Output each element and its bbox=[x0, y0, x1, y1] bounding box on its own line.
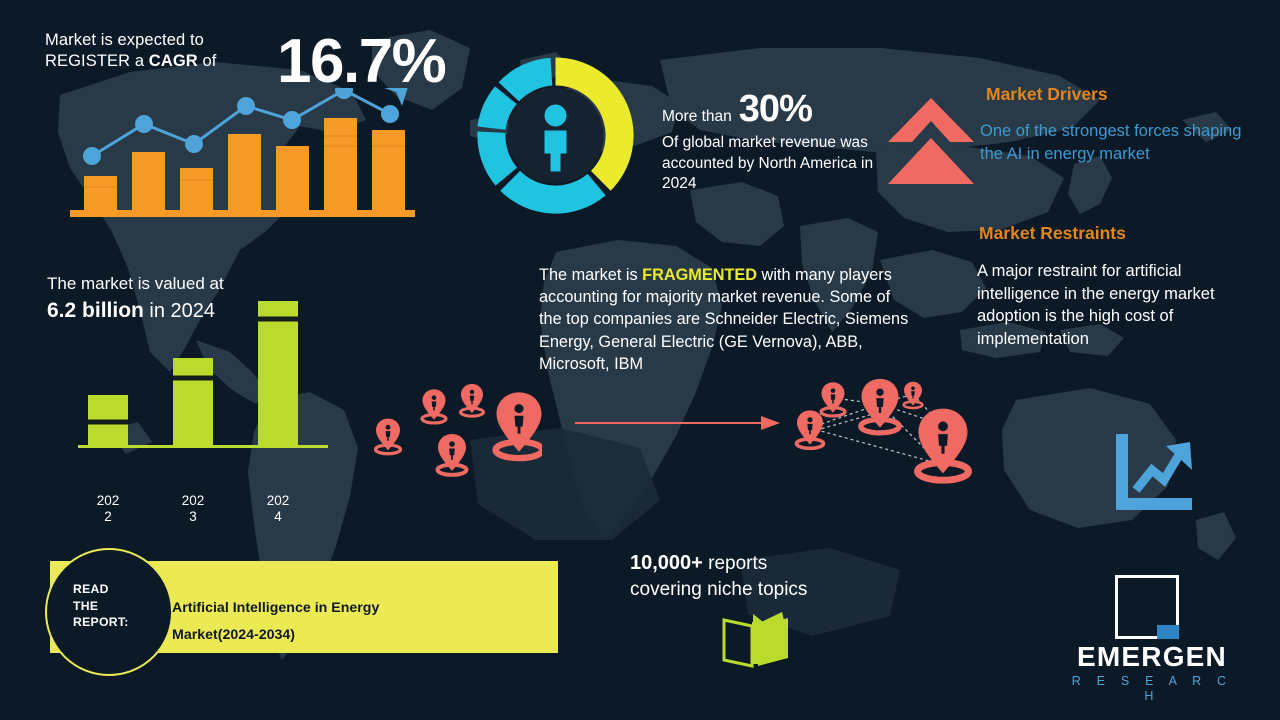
market-restraints-title: Market Restraints bbox=[979, 223, 1126, 243]
market-restraints-body: A major restraint for artificial intelli… bbox=[977, 262, 1215, 349]
donut-chart-with-person bbox=[473, 53, 638, 218]
market-value-block: The market is valued at 6.2 billion in 2… bbox=[47, 272, 347, 324]
bar-line-growth-chart bbox=[70, 74, 415, 218]
cagr-value: 16.7% bbox=[277, 27, 447, 96]
bar-tick-2024-b: 4 bbox=[274, 509, 282, 524]
cagr-line2-bold: CAGR bbox=[148, 52, 198, 70]
report-title: Artificial Intelligence in Energy Market… bbox=[172, 595, 512, 649]
reports-subtext: covering niche topics bbox=[630, 579, 808, 600]
read-report-line2: THE bbox=[73, 598, 99, 613]
read-report-circle[interactable] bbox=[45, 548, 173, 676]
bar-tick-2023-b: 3 bbox=[189, 509, 197, 524]
reports-count: 10,000+ bbox=[630, 552, 703, 574]
fragmented-highlight: FRAGMENTED bbox=[642, 266, 758, 284]
fragmented-post: with many players accounting for majorit… bbox=[539, 266, 909, 373]
emergen-research-logo[interactable]: EMERGEN R E S E A R C H bbox=[1063, 575, 1241, 703]
cagr-lead-text: Market is expected to REGISTER a CAGR of bbox=[45, 26, 250, 72]
thirty-lead: More than bbox=[662, 108, 732, 125]
scattered-location-pins bbox=[362, 375, 542, 485]
logo-subtitle: R E S E A R C H bbox=[1071, 674, 1233, 703]
emergen-square-logo bbox=[1115, 575, 1179, 639]
market-value-label: The market is valued at bbox=[47, 274, 224, 293]
north-america-share-block: More than 30% Of global market revenue w… bbox=[662, 88, 877, 195]
market-value-number: 6.2 billion bbox=[47, 299, 144, 322]
double-up-chevron-icon bbox=[888, 98, 974, 184]
thirty-value: 30% bbox=[738, 88, 813, 130]
bar-tick-2022-b: 2 bbox=[104, 509, 112, 524]
right-arrow bbox=[575, 412, 780, 434]
fragmented-pre: The market is bbox=[539, 266, 643, 284]
cagr-line1: Market is expected to bbox=[45, 31, 204, 49]
market-value-bar-chart: 202 2 202 3 202 4 bbox=[78, 295, 328, 524]
bar-tick-2022-a: 202 bbox=[97, 493, 120, 508]
competitive-landscape-text: The market is FRAGMENTED with many playe… bbox=[539, 264, 917, 375]
report-title-line2: Market(2024-2034) bbox=[172, 627, 296, 643]
market-value-year: in 2024 bbox=[143, 300, 216, 322]
cagr-block: Market is expected to REGISTER a CAGR of… bbox=[45, 26, 465, 96]
thirty-subtext: Of global market revenue was accounted b… bbox=[662, 134, 874, 192]
market-drivers-body: One of the strongest forces shaping the … bbox=[980, 122, 1242, 163]
market-drivers-title: Market Drivers bbox=[986, 84, 1108, 104]
report-title-line1: Artificial Intelligence in Energy bbox=[172, 600, 380, 616]
reports-count-block: 10,000+ reports covering niche topics bbox=[630, 550, 930, 603]
cagr-line2-post: of bbox=[197, 52, 217, 70]
read-report-line3: REPORT: bbox=[73, 615, 129, 629]
connected-location-pins bbox=[780, 372, 990, 490]
bar-tick-2023-a: 202 bbox=[182, 493, 205, 508]
bar-tick-2024-a: 202 bbox=[267, 493, 290, 508]
logo-wordmark: EMERGEN bbox=[1077, 641, 1227, 672]
read-report-label: READ THE REPORT: bbox=[73, 581, 129, 631]
cagr-line2-pre: REGISTER a bbox=[45, 52, 149, 70]
growth-chart-icon bbox=[1112, 432, 1194, 514]
open-book-icon bbox=[722, 612, 790, 668]
read-report-line1: READ bbox=[73, 582, 109, 596]
logo-accent bbox=[1157, 625, 1179, 639]
reports-count-suffix: reports bbox=[702, 553, 768, 574]
